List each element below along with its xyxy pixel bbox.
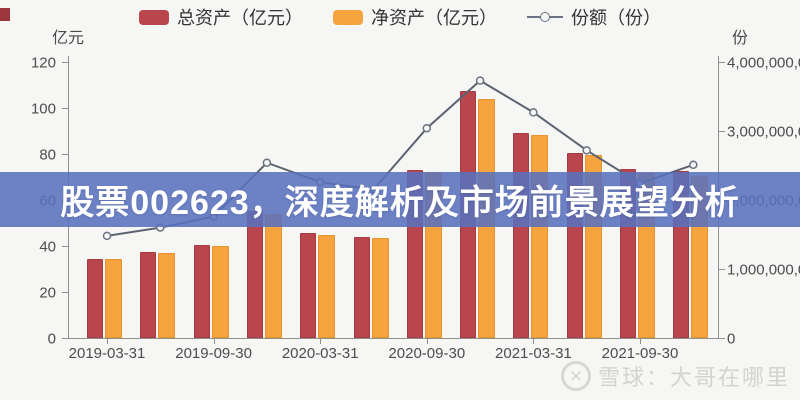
bar-total-assets xyxy=(353,237,370,338)
right-axis-tick xyxy=(719,131,725,132)
bar-total-assets xyxy=(87,258,103,338)
bar-total-assets xyxy=(246,211,263,338)
right-axis-tick xyxy=(719,269,725,270)
left-axis-tick xyxy=(62,292,68,293)
legend-item-net-assets[interactable]: 净资产（亿元） xyxy=(333,4,497,30)
legend-label-net-assets: 净资产（亿元） xyxy=(371,8,497,28)
legend-label-total-assets: 总资产（亿元） xyxy=(177,8,303,28)
left-axis-tick xyxy=(62,62,68,63)
left-axis-tick xyxy=(62,246,68,247)
bar-net-assets xyxy=(211,245,229,338)
left-axis-tick-label: 120 xyxy=(30,54,56,71)
headline-banner: 股票002623，深度解析及市场前景展望分析 xyxy=(0,172,800,227)
snowball-logo-icon: ✕ xyxy=(560,361,591,391)
left-axis-unit-label: 亿元 xyxy=(52,30,85,47)
x-axis-tick-label: 2020-03-31 xyxy=(281,345,359,362)
net-assets-swatch-icon xyxy=(333,9,363,25)
legend-item-shares[interactable]: 份额（份） xyxy=(527,4,661,30)
shares-data-point-marker xyxy=(689,160,698,170)
right-axis-tick-label: 4,000,000,000.00 xyxy=(727,54,800,71)
x-axis-tick-label: 2020-09-30 xyxy=(388,345,466,362)
x-axis-line xyxy=(68,338,719,339)
watermark-text: 雪球：大哥在哪里 xyxy=(597,365,790,390)
right-axis-tick-label: 0 xyxy=(727,330,736,347)
left-axis-tick-label: 20 xyxy=(39,284,56,301)
shares-data-point-marker xyxy=(582,146,591,155)
right-axis-tick-label: 3,000,000,000.00 xyxy=(727,123,800,140)
bar-net-assets xyxy=(531,135,549,338)
left-axis-tick-label: 40 xyxy=(39,238,56,255)
x-axis-tick-label: 2019-09-30 xyxy=(175,345,252,362)
shares-data-point-marker xyxy=(422,123,432,133)
x-axis-tick xyxy=(320,339,322,344)
bar-net-assets xyxy=(158,252,176,338)
shares-data-point-marker xyxy=(102,231,112,241)
left-axis-tick xyxy=(62,108,68,109)
bar-net-assets xyxy=(371,238,389,338)
shares-data-point-marker xyxy=(475,76,485,85)
shares-data-point-marker xyxy=(529,108,538,117)
left-axis-tick xyxy=(62,154,68,155)
left-axis-tick-label: 80 xyxy=(39,146,56,163)
watermark: ✕ 雪球：大哥在哪里 xyxy=(560,360,790,392)
right-axis-unit-label: 份 xyxy=(732,30,749,47)
legend-label-shares: 份额（份） xyxy=(571,8,661,28)
right-axis-tick xyxy=(719,338,725,339)
shares-line-marker-icon xyxy=(527,9,563,25)
left-axis-tick-label: 0 xyxy=(47,330,56,347)
shares-data-point-marker xyxy=(262,158,272,167)
bar-net-assets xyxy=(105,259,122,338)
bar-net-assets xyxy=(318,234,336,338)
x-axis-tick xyxy=(213,339,215,344)
bar-net-assets xyxy=(264,214,282,338)
x-axis-tick-label: 2021-09-30 xyxy=(601,345,679,362)
left-axis-tick-label: 100 xyxy=(30,100,56,117)
x-axis-tick xyxy=(107,339,108,344)
total-assets-swatch-icon xyxy=(139,9,169,25)
bar-total-assets xyxy=(513,132,530,338)
x-axis-tick-label: 2019-03-31 xyxy=(68,345,146,362)
x-axis-tick xyxy=(426,339,428,344)
x-axis-tick xyxy=(533,339,535,344)
right-axis-tick xyxy=(719,62,725,63)
corner-accent-square xyxy=(0,8,10,21)
bar-total-assets xyxy=(193,245,210,338)
bar-total-assets xyxy=(140,252,157,338)
x-axis-tick-label: 2021-03-31 xyxy=(495,345,572,362)
left-axis-tick xyxy=(62,338,68,339)
right-axis-tick-label: 1,000,000,000.00 xyxy=(727,261,800,278)
headline-banner-text: 股票002623，深度解析及市场前景展望分析 xyxy=(60,184,740,222)
x-axis-tick xyxy=(640,339,641,344)
legend: 总资产（亿元） 净资产（亿元） 份额（份） xyxy=(0,4,800,30)
legend-item-total-assets[interactable]: 总资产（亿元） xyxy=(139,4,303,30)
bar-total-assets xyxy=(300,233,317,338)
